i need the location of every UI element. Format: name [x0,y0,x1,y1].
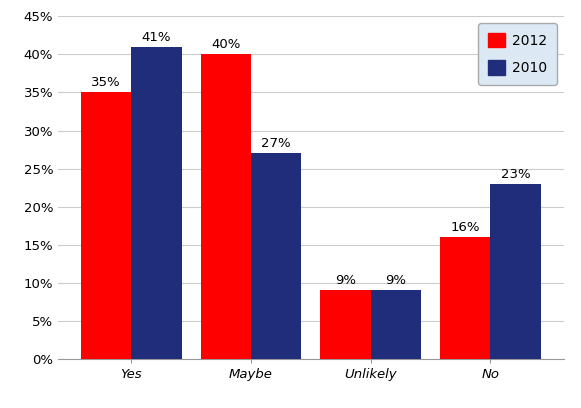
Text: 40%: 40% [211,38,241,51]
Bar [371,290,421,359]
Text: 23%: 23% [501,168,530,181]
Bar [81,93,131,359]
Text: 41%: 41% [142,31,171,44]
Bar [201,54,251,359]
Text: 9%: 9% [335,275,356,288]
Bar [490,184,540,359]
Bar [440,237,490,359]
Legend: 2012, 2010: 2012, 2010 [478,23,557,85]
Bar [320,290,371,359]
Text: 9%: 9% [385,275,406,288]
Bar [131,47,182,359]
Text: 16%: 16% [450,221,480,234]
Text: 27%: 27% [261,137,291,151]
Text: 35%: 35% [91,76,121,89]
Bar [251,153,302,359]
